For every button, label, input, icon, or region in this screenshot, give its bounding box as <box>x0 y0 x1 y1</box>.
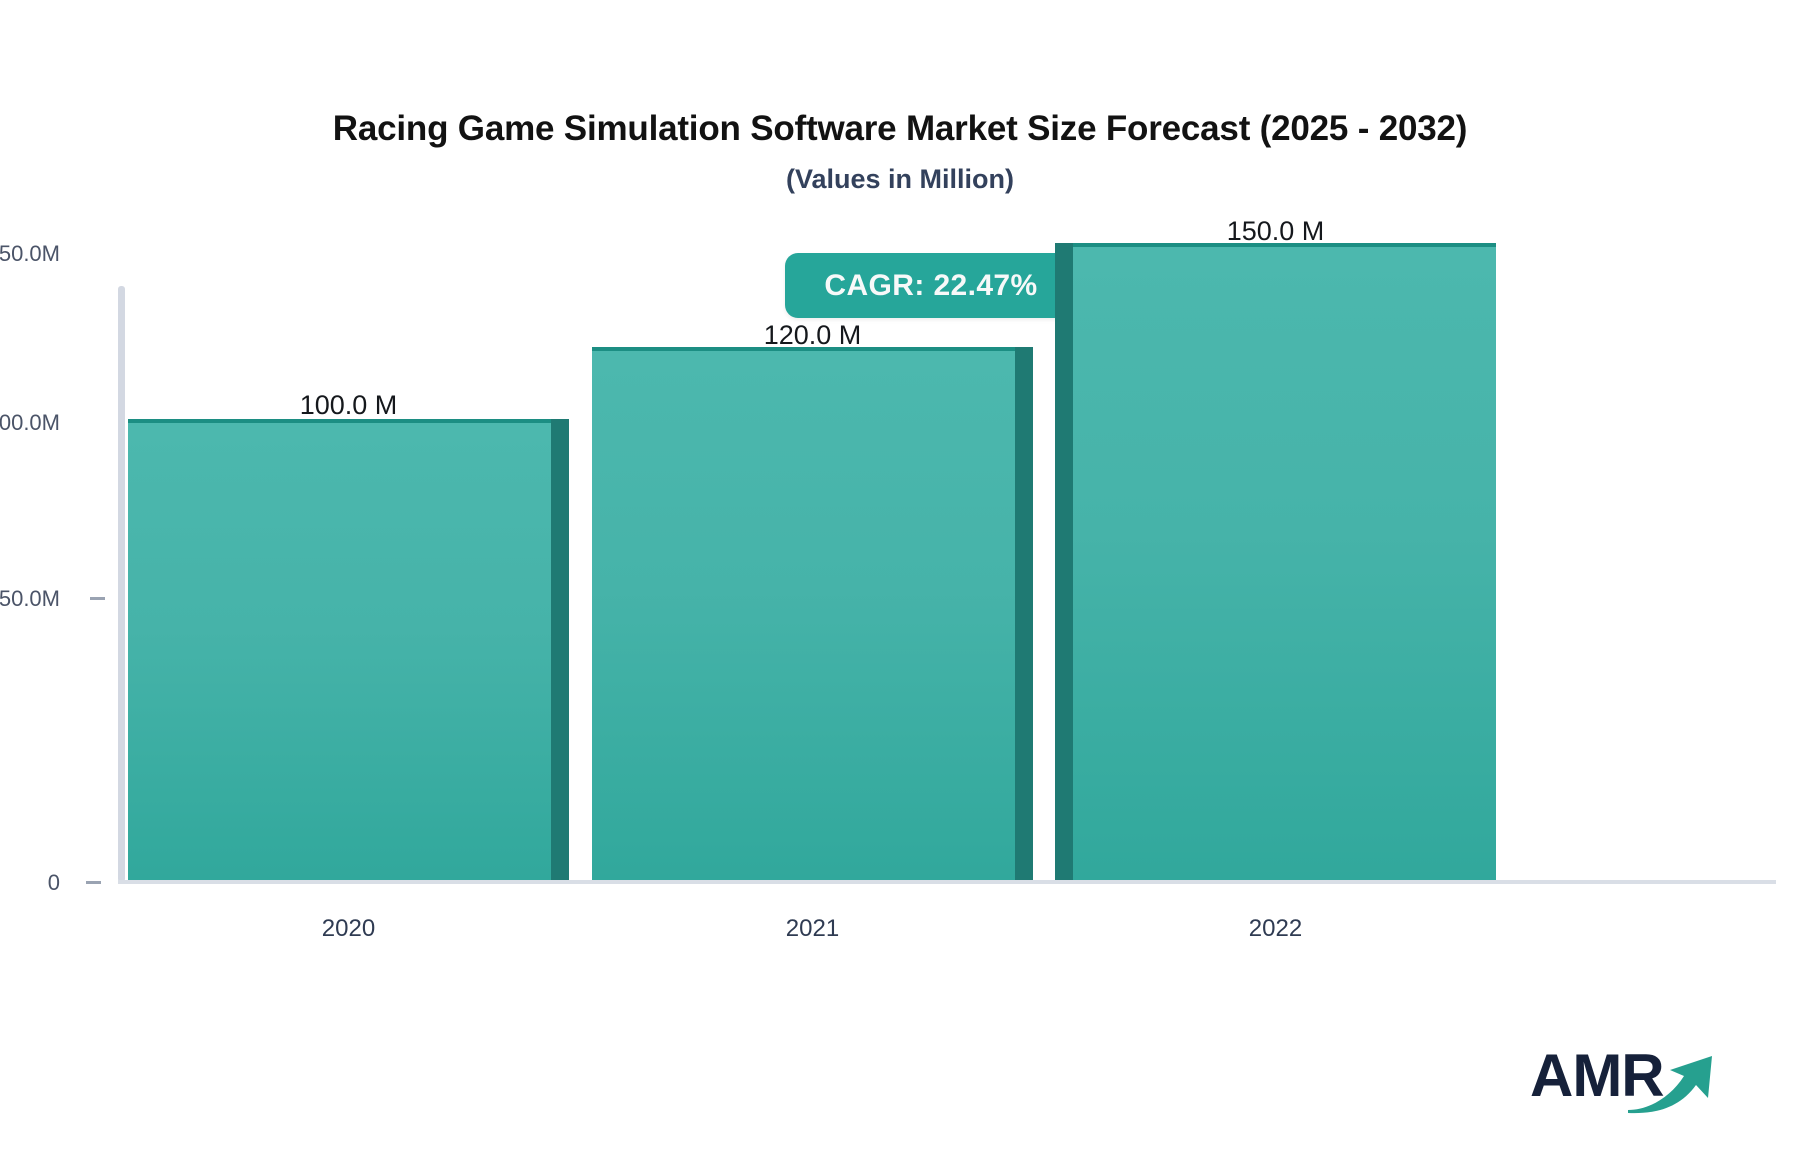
bar-face-2020[interactable] <box>128 419 551 880</box>
bar-value-label-2020: 100.0 M <box>299 390 398 420</box>
bar-shadow-2022 <box>1055 243 1073 880</box>
x-tick-label-2022: 2022 <box>1248 915 1303 942</box>
cagr-badge: CAGR: 22.47% <box>785 253 1077 318</box>
y-tick-dash-50 <box>90 597 105 600</box>
amr-logo: AMR <box>1530 1040 1720 1118</box>
bar-face-2021[interactable] <box>592 347 1015 880</box>
bar-group-2022[interactable] <box>1055 243 1496 880</box>
growth-arrow-icon <box>1626 1052 1722 1119</box>
y-tick-dash-0 <box>86 881 101 884</box>
bar-value-label-2021: 120.0 M <box>763 320 862 350</box>
y-tick-label-100: 100.0M <box>0 410 60 435</box>
bar-shadow-2021 <box>1015 347 1033 880</box>
bar-value-label-2022: 150.0 M <box>1226 216 1325 246</box>
x-tick-label-2021: 2021 <box>785 915 840 942</box>
bar-face-2022[interactable] <box>1073 243 1496 880</box>
bar-group-2020[interactable] <box>128 419 569 880</box>
x-axis-line <box>118 880 1776 884</box>
y-axis-line <box>118 286 125 882</box>
x-tick-label-2020: 2020 <box>321 915 376 942</box>
y-tick-label-150: 150.0M <box>0 241 60 266</box>
chart-title: Racing Game Simulation Software Market S… <box>332 109 1468 148</box>
chart-subtitle: (Values in Million) <box>785 163 1015 194</box>
chart-header: Racing Game Simulation Software Market S… <box>0 109 1800 194</box>
y-tick-label-50: 50.0M <box>0 586 60 611</box>
amr-logo-text: AMR <box>1530 1042 1665 1109</box>
bar-group-2021[interactable] <box>592 347 1033 880</box>
y-tick-label-0: 0 <box>47 870 60 895</box>
cagr-badge-label: CAGR: 22.47% <box>824 268 1038 302</box>
bar-shadow-2020 <box>551 419 569 880</box>
